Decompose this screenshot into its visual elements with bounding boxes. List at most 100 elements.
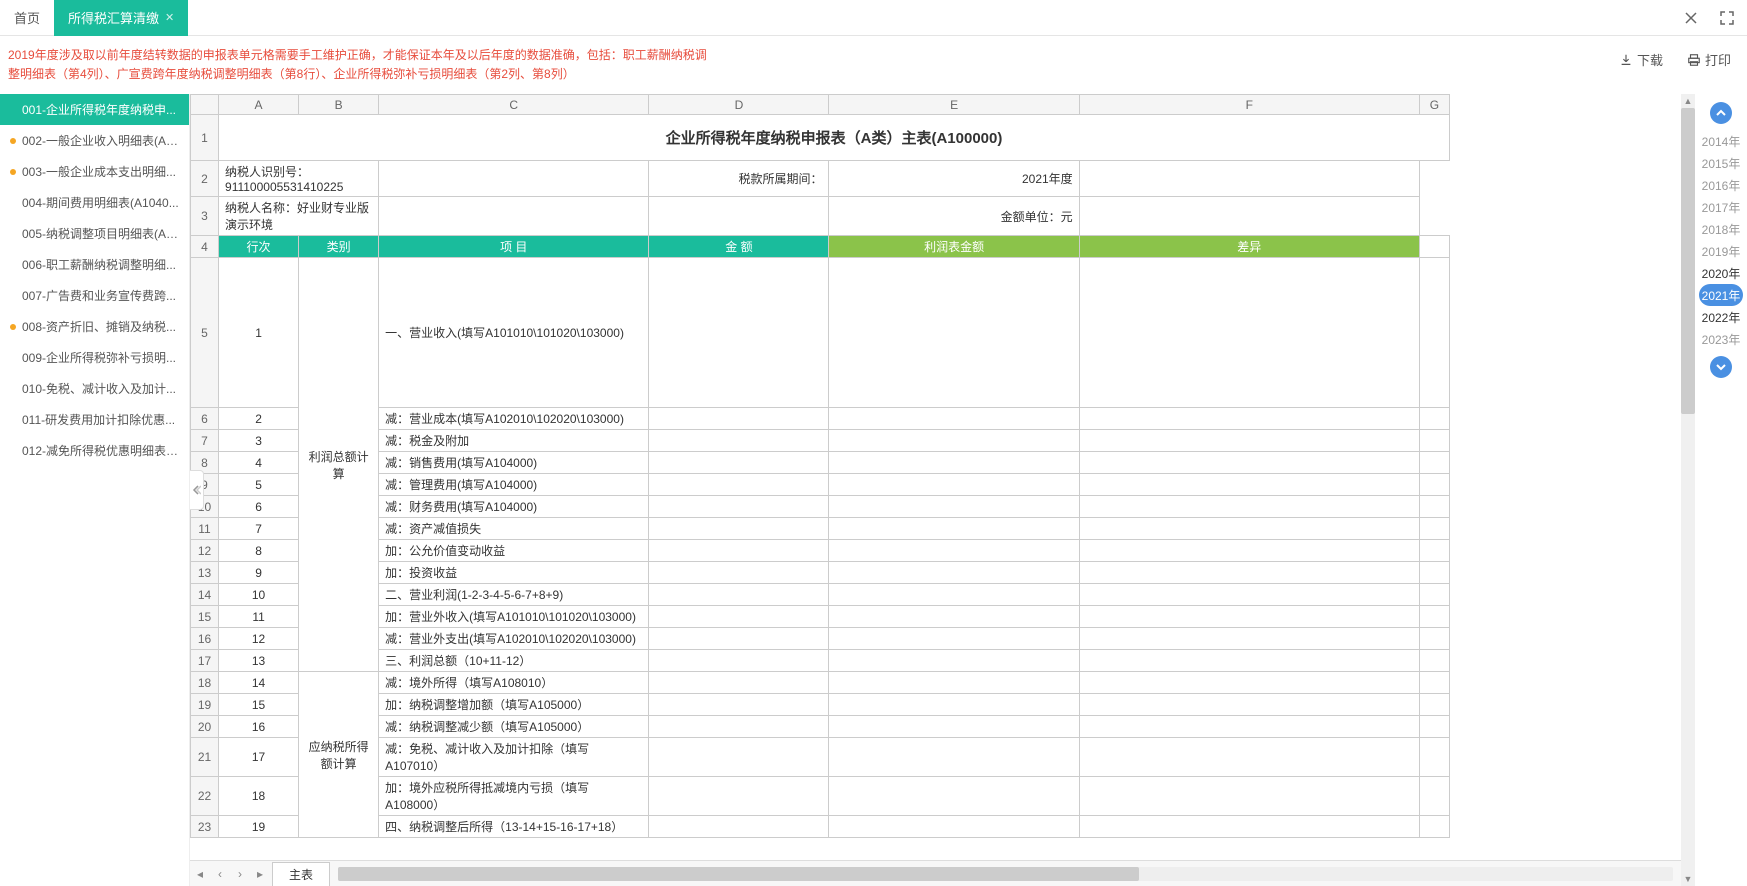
corner-cell[interactable]	[191, 95, 219, 115]
row-header[interactable]: 6	[191, 408, 219, 430]
rail-up-icon[interactable]	[1710, 102, 1732, 124]
diff-cell[interactable]	[1079, 650, 1419, 672]
sidebar-item[interactable]: 007-广告费和业务宣传费跨...	[0, 280, 189, 311]
profit-cell[interactable]	[829, 738, 1079, 777]
diff-cell[interactable]	[1079, 562, 1419, 584]
row-header[interactable]: 18	[191, 672, 219, 694]
item-cell[interactable]: 减：资产减值损失	[379, 518, 649, 540]
diff-cell[interactable]	[1079, 258, 1419, 408]
column-header[interactable]: G	[1419, 95, 1449, 115]
sidebar-item[interactable]: 008-资产折旧、摊销及纳税...	[0, 311, 189, 342]
diff-cell[interactable]	[1079, 430, 1419, 452]
year-button[interactable]: 2022年	[1699, 306, 1743, 328]
amount-cell[interactable]	[649, 628, 829, 650]
print-button[interactable]: 打印	[1687, 50, 1731, 69]
column-header[interactable]: A	[219, 95, 299, 115]
profit-cell[interactable]	[829, 650, 1079, 672]
column-header[interactable]: F	[1079, 95, 1419, 115]
profit-cell[interactable]	[829, 408, 1079, 430]
diff-cell[interactable]	[1079, 628, 1419, 650]
diff-cell[interactable]	[1079, 540, 1419, 562]
profit-cell[interactable]	[829, 474, 1079, 496]
diff-cell[interactable]	[1079, 816, 1419, 838]
sidebar-item[interactable]: 005-纳税调整项目明细表(A1...	[0, 218, 189, 249]
vertical-scrollbar[interactable]: ▲ ▼	[1681, 94, 1695, 886]
horizontal-scrollbar[interactable]	[338, 867, 1673, 881]
row-header[interactable]: 15	[191, 606, 219, 628]
sheet-nav-first[interactable]: ◂	[190, 867, 210, 881]
profit-cell[interactable]	[829, 496, 1079, 518]
item-cell[interactable]: 加：纳税调整增加额（填写A105000）	[379, 694, 649, 716]
sidebar-item[interactable]: 006-职工薪酬纳税调整明细...	[0, 249, 189, 280]
item-cell[interactable]: 三、利润总额（10+11-12）	[379, 650, 649, 672]
item-cell[interactable]: 减：境外所得（填写A108010）	[379, 672, 649, 694]
item-cell[interactable]: 加：投资收益	[379, 562, 649, 584]
row-header[interactable]: 2	[191, 161, 219, 197]
close-window-icon[interactable]	[1679, 6, 1703, 30]
item-cell[interactable]: 减：营业成本(填写A102010\102020\103000)	[379, 408, 649, 430]
amount-cell[interactable]	[649, 606, 829, 628]
profit-cell[interactable]	[829, 628, 1079, 650]
sheet-nav-last[interactable]: ▸	[250, 867, 270, 881]
diff-cell[interactable]	[1079, 694, 1419, 716]
tab-tax-settlement[interactable]: 所得税汇算清缴 ✕	[54, 0, 188, 36]
item-cell[interactable]: 四、纳税调整后所得（13-14+15-16-17+18）	[379, 816, 649, 838]
profit-cell[interactable]	[829, 584, 1079, 606]
item-cell[interactable]: 减：税金及附加	[379, 430, 649, 452]
tab-home[interactable]: 首页	[0, 0, 54, 36]
amount-cell[interactable]	[649, 474, 829, 496]
row-header[interactable]: 4	[191, 236, 219, 258]
profit-cell[interactable]	[829, 452, 1079, 474]
amount-cell[interactable]	[649, 518, 829, 540]
profit-cell[interactable]	[829, 606, 1079, 628]
diff-cell[interactable]	[1079, 606, 1419, 628]
diff-cell[interactable]	[1079, 474, 1419, 496]
profit-cell[interactable]	[829, 672, 1079, 694]
diff-cell[interactable]	[1079, 408, 1419, 430]
row-header[interactable]: 19	[191, 694, 219, 716]
row-header[interactable]: 3	[191, 197, 219, 236]
diff-cell[interactable]	[1079, 716, 1419, 738]
profit-cell[interactable]	[829, 518, 1079, 540]
column-header[interactable]: D	[649, 95, 829, 115]
sidebar-item[interactable]: 010-免税、减计收入及加计...	[0, 373, 189, 404]
rail-down-icon[interactable]	[1710, 356, 1732, 378]
amount-cell[interactable]	[649, 584, 829, 606]
item-cell[interactable]: 加：境外应税所得抵减境内亏损（填写A108000）	[379, 777, 649, 816]
row-header[interactable]: 20	[191, 716, 219, 738]
scroll-up-icon[interactable]: ▲	[1681, 94, 1695, 108]
column-header[interactable]: E	[829, 95, 1079, 115]
sidebar-item[interactable]: 012-减免所得税优惠明细表(...	[0, 435, 189, 466]
item-cell[interactable]: 减：纳税调整减少额（填写A105000）	[379, 716, 649, 738]
profit-cell[interactable]	[829, 816, 1079, 838]
diff-cell[interactable]	[1079, 777, 1419, 816]
profit-cell[interactable]	[829, 694, 1079, 716]
diff-cell[interactable]	[1079, 518, 1419, 540]
year-button[interactable]: 2021年	[1699, 284, 1743, 306]
diff-cell[interactable]	[1079, 496, 1419, 518]
column-header[interactable]: C	[379, 95, 649, 115]
spreadsheet-table[interactable]: ABCDEFG1企业所得税年度纳税申报表（A类）主表(A100000)2纳税人识…	[190, 94, 1450, 838]
amount-cell[interactable]	[649, 816, 829, 838]
amount-cell[interactable]	[649, 716, 829, 738]
diff-cell[interactable]	[1079, 738, 1419, 777]
item-cell[interactable]: 加：公允价值变动收益	[379, 540, 649, 562]
amount-cell[interactable]	[649, 562, 829, 584]
diff-cell[interactable]	[1079, 452, 1419, 474]
sidebar-item[interactable]: 011-研发费用加计扣除优惠...	[0, 404, 189, 435]
close-icon[interactable]: ✕	[165, 11, 174, 24]
profit-cell[interactable]	[829, 562, 1079, 584]
amount-cell[interactable]	[649, 540, 829, 562]
scroll-down-icon[interactable]: ▼	[1681, 872, 1695, 886]
amount-cell[interactable]	[649, 650, 829, 672]
row-header[interactable]: 22	[191, 777, 219, 816]
amount-cell[interactable]	[649, 430, 829, 452]
download-button[interactable]: 下载	[1619, 50, 1663, 69]
row-header[interactable]: 16	[191, 628, 219, 650]
sheet-nav-next[interactable]: ›	[230, 867, 250, 881]
amount-cell[interactable]	[649, 672, 829, 694]
sidebar-collapse-handle[interactable]	[190, 470, 204, 510]
amount-cell[interactable]	[649, 777, 829, 816]
sheet-tab-main[interactable]: 主表	[272, 862, 330, 886]
sidebar-item[interactable]: 001-企业所得税年度纳税申...	[0, 94, 189, 125]
